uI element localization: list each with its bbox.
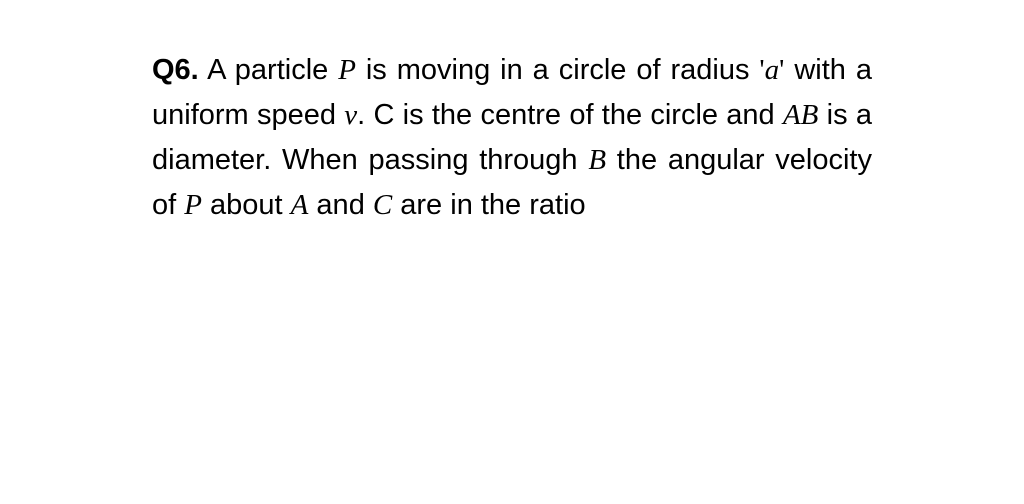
variable-a: a	[765, 54, 780, 86]
variable-b: B	[588, 144, 606, 176]
question-block: Q6. A particle P is moving in a circle o…	[152, 48, 872, 228]
text-segment: about	[202, 189, 291, 221]
variable-p: P	[338, 54, 356, 86]
variable-v: v	[344, 99, 357, 131]
text-segment: is moving in a circle of radius	[356, 54, 760, 86]
text-segment: . C is the centre of the circle and	[357, 99, 783, 131]
variable-ab: AB	[783, 99, 818, 131]
text-segment: A particle	[199, 54, 338, 86]
text-segment: and	[308, 189, 373, 221]
text-segment: are in the ratio	[392, 189, 585, 221]
variable-p2: P	[184, 189, 202, 221]
variable-c: C	[373, 189, 392, 221]
question-text: Q6. A particle P is moving in a circle o…	[152, 48, 872, 228]
question-label: Q6.	[152, 54, 199, 86]
variable-a2: A	[291, 189, 309, 221]
